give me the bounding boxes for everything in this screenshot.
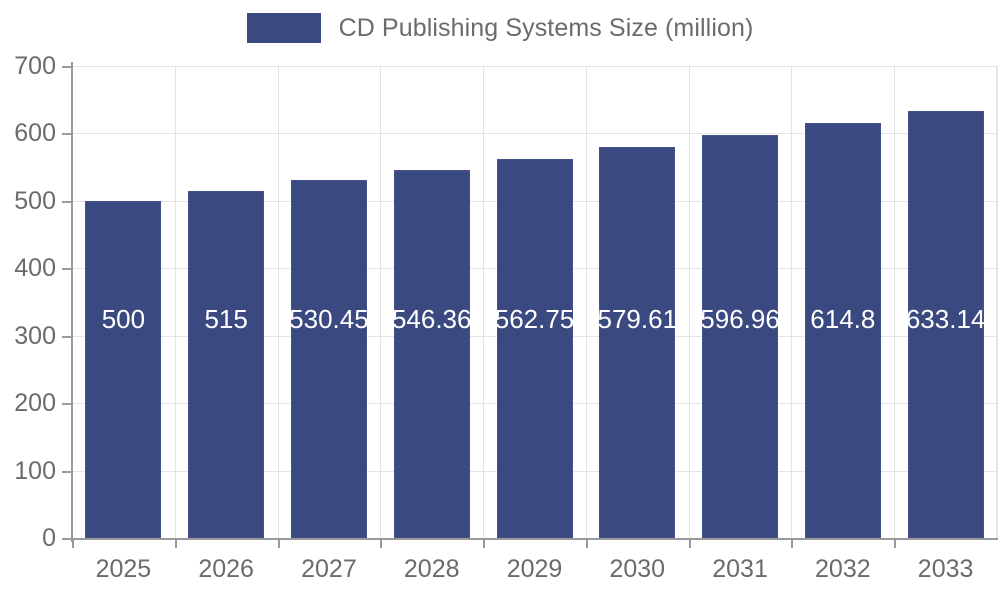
y-axis-tickmark [62, 133, 72, 136]
x-axis-tick-label: 2029 [506, 555, 563, 583]
bar[interactable] [907, 111, 984, 538]
x-axis-tickmark [483, 538, 486, 548]
y-axis-tickmark [62, 403, 72, 406]
y-axis-tick-label: 200 [14, 389, 56, 418]
x-axis-tick-label: 2033 [917, 555, 974, 583]
plot-right-border [996, 66, 997, 538]
x-axis-line [62, 538, 998, 540]
bar[interactable] [188, 190, 265, 538]
y-axis-tickmark [62, 335, 72, 338]
y-axis-tick-label: 600 [14, 119, 56, 148]
x-gridline [380, 66, 382, 538]
x-axis-tickmark [174, 538, 177, 548]
x-axis-tickmark [791, 538, 794, 548]
y-gridline [72, 133, 997, 135]
x-gridline [585, 66, 587, 538]
y-axis-tickmark [62, 200, 72, 203]
x-gridline [483, 66, 485, 538]
bar[interactable] [804, 123, 881, 538]
x-axis-tickmark [688, 538, 691, 548]
x-axis-tick-label: 2032 [815, 555, 871, 583]
x-axis-tickmark [72, 538, 74, 548]
bar[interactable] [393, 169, 470, 538]
y-axis-tickmark [62, 268, 72, 271]
x-axis-tickmark [380, 538, 383, 548]
y-axis-tick-label: 100 [14, 456, 56, 485]
y-axis-tick-label: 400 [14, 254, 56, 283]
bar[interactable] [85, 200, 162, 538]
bar[interactable] [702, 135, 779, 538]
x-gridline [277, 66, 279, 538]
x-axis-tick-label: 2025 [95, 555, 152, 583]
x-axis-tickmark [585, 538, 588, 548]
x-axis-tick-label: 2028 [403, 555, 460, 583]
x-axis-tick-label: 2031 [712, 555, 768, 583]
x-axis-tickmark [894, 538, 897, 548]
y-axis-tick-label: 500 [14, 186, 56, 215]
plot-area: 500 515 530.45 546.36 562.75 579.61 596.96 614.… [72, 66, 998, 539]
y-axis-tickmark [62, 538, 72, 540]
y-axis-tick-label: 300 [14, 321, 56, 350]
y-gridline [72, 66, 997, 67]
bar[interactable] [599, 147, 676, 538]
x-gridline [997, 66, 998, 538]
chart-legend: CD Publishing Systems Size (million) [0, 0, 1000, 56]
bar[interactable] [290, 180, 367, 538]
x-gridline [688, 66, 690, 538]
y-axis-tick-labels: 0 100 200 300 400 500 600 700 [0, 0, 56, 600]
y-axis-line [71, 62, 73, 542]
x-gridline [894, 66, 896, 538]
y-axis-tickmark [62, 66, 72, 68]
x-gridline [174, 66, 176, 538]
x-axis-tick-label: 2030 [609, 555, 666, 583]
y-axis-tickmark [62, 470, 72, 473]
x-gridline [791, 66, 793, 538]
legend-label: CD Publishing Systems Size (million) [338, 13, 754, 42]
x-axis-tick-label: 2026 [198, 555, 254, 583]
bar[interactable] [496, 158, 573, 538]
y-axis-tick-label: 0 [42, 524, 56, 552]
x-axis-tickmark [277, 538, 280, 548]
x-axis-tick-label: 2027 [301, 555, 357, 583]
legend-color-swatch [246, 13, 321, 43]
y-axis-tick-label: 700 [14, 52, 56, 80]
